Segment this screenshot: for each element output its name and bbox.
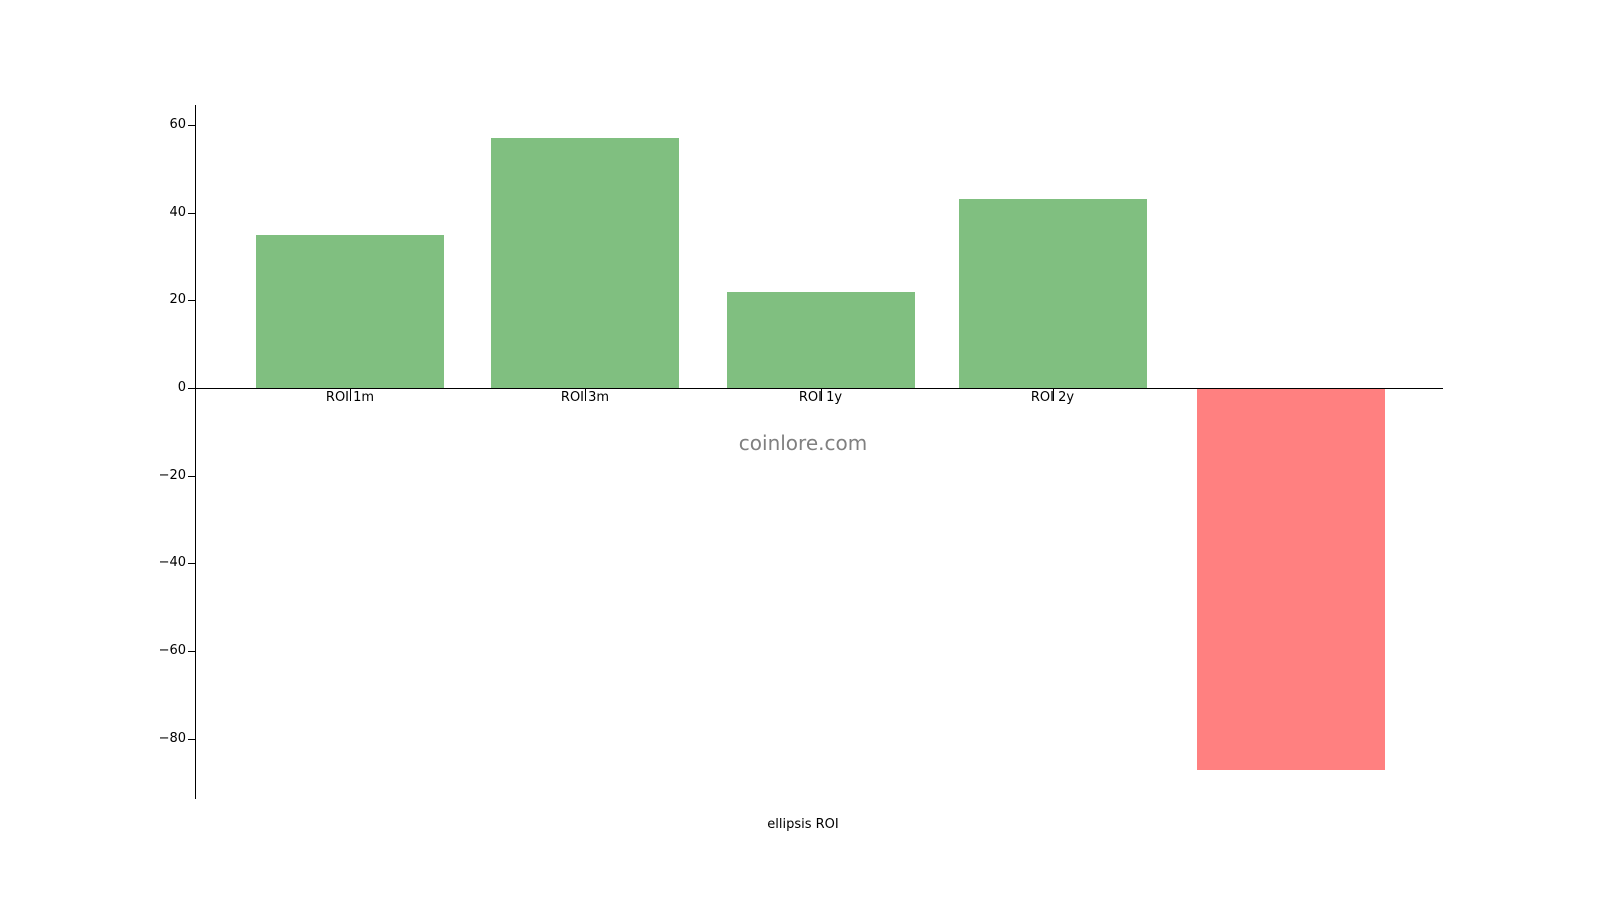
bar-roi-2y (958, 199, 1147, 388)
x-tick-mark (820, 389, 822, 401)
y-tick-mark (188, 475, 195, 477)
watermark-text: coinlore.com (738, 431, 868, 455)
chart-xlabel: ellipsis ROI (767, 817, 839, 832)
y-tick-mark (188, 388, 195, 389)
x-tick-mark (350, 389, 351, 401)
bar-unlabeled-5 (1197, 389, 1385, 771)
y-tick-label: 60 (169, 116, 186, 132)
x-tick-label-roi-1m: ROI 1m (325, 390, 375, 405)
bar-roi-3m (491, 138, 679, 388)
y-tick-mark (188, 300, 195, 302)
y-tick-mark (188, 563, 195, 565)
x-tick-label-roi-2y: ROI 2y (1030, 390, 1075, 405)
y-tick-label: −20 (158, 467, 186, 483)
y-tick-mark (188, 212, 195, 214)
x-tick-mark (585, 389, 586, 401)
y-tick-label: −80 (158, 730, 186, 746)
x-tick-mark (1052, 389, 1054, 401)
y-tick-label: 0 (177, 380, 186, 395)
x-axis-line (196, 388, 1443, 389)
x-tick-label-roi-1y: ROI 1y (798, 390, 843, 405)
y-tick-label: −60 (158, 643, 186, 659)
x-tick-label-roi-3m: ROI 3m (560, 390, 610, 405)
y-tick-mark (188, 651, 195, 653)
bar-roi-1m (256, 234, 444, 388)
y-tick-label: −40 (158, 555, 186, 571)
y-tick-label: 40 (169, 204, 186, 220)
bar-roi-1y (726, 291, 915, 388)
y-tick-label: 20 (169, 292, 186, 308)
y-axis-line (195, 105, 196, 799)
y-tick-mark (188, 124, 195, 126)
y-tick-mark (188, 738, 195, 740)
